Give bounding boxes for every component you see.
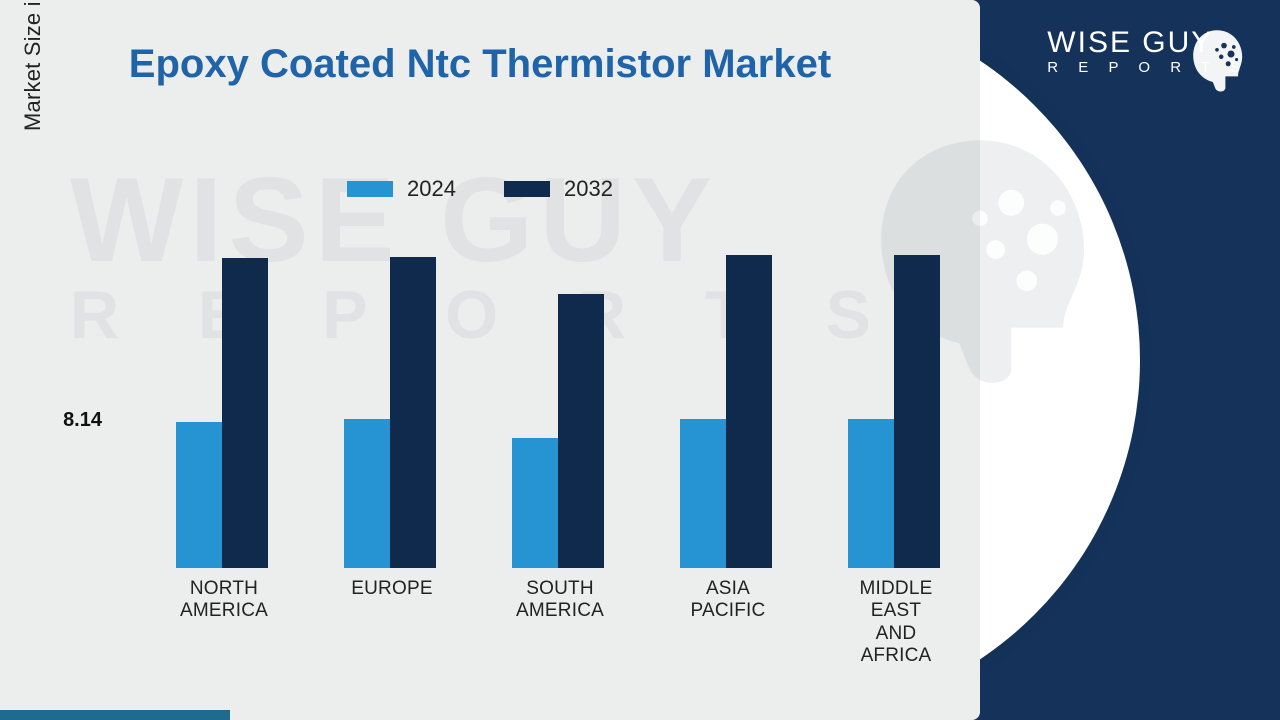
x-axis-category-label: MIDDLEEASTANDAFRICA [826,578,966,668]
brand-logo: WISE GUY R E P O R T S [1047,28,1248,78]
legend-label-2024: 2024 [407,176,456,202]
x-axis-category-label: NORTHAMERICA [154,578,294,623]
x-axis-category-label: EUROPE [322,578,462,600]
y-axis-label: Market Size in USD Billion [20,0,46,200]
bar-2024 [848,419,894,568]
chart-area: 8.14 NORTHAMERICA EUROPE SOUTHAMERICA ASIAP… [54,170,954,690]
legend-swatch-2024 [347,181,393,197]
x-axis-category-label: SOUTHAMERICA [490,578,630,623]
legend: 2024 2032 [0,176,960,202]
bar-2032 [894,255,940,568]
plot-area: 8.14 [108,208,938,568]
y-tick-label: 8.14 [42,409,102,432]
legend-label-2032: 2032 [564,176,613,202]
legend-item-2024: 2024 [347,176,456,202]
bar-2032 [390,257,436,568]
bar-2032 [222,258,268,568]
footer-accent-bar [0,710,230,720]
bar-2024 [680,419,726,568]
logo-line1: WISE GUY [1047,28,1248,58]
page-root: WISE GUY R E P O R T S WISE GUY R E P O … [0,0,1280,720]
chart-title: Epoxy Coated Ntc Thermistor Market [0,42,960,87]
bar-2024 [176,422,222,568]
logo-line2: R E P O R T S [1047,58,1248,78]
bar-2032 [558,294,604,568]
x-axis-category-label: ASIAPACIFIC [658,578,798,623]
x-axis-labels: NORTHAMERICA EUROPE SOUTHAMERICA ASIAPACIFI… [108,572,938,682]
bar-2032 [726,255,772,568]
bar-2024 [344,419,390,568]
bar-2024 [512,438,558,568]
legend-swatch-2032 [504,181,550,197]
legend-item-2032: 2032 [504,176,613,202]
